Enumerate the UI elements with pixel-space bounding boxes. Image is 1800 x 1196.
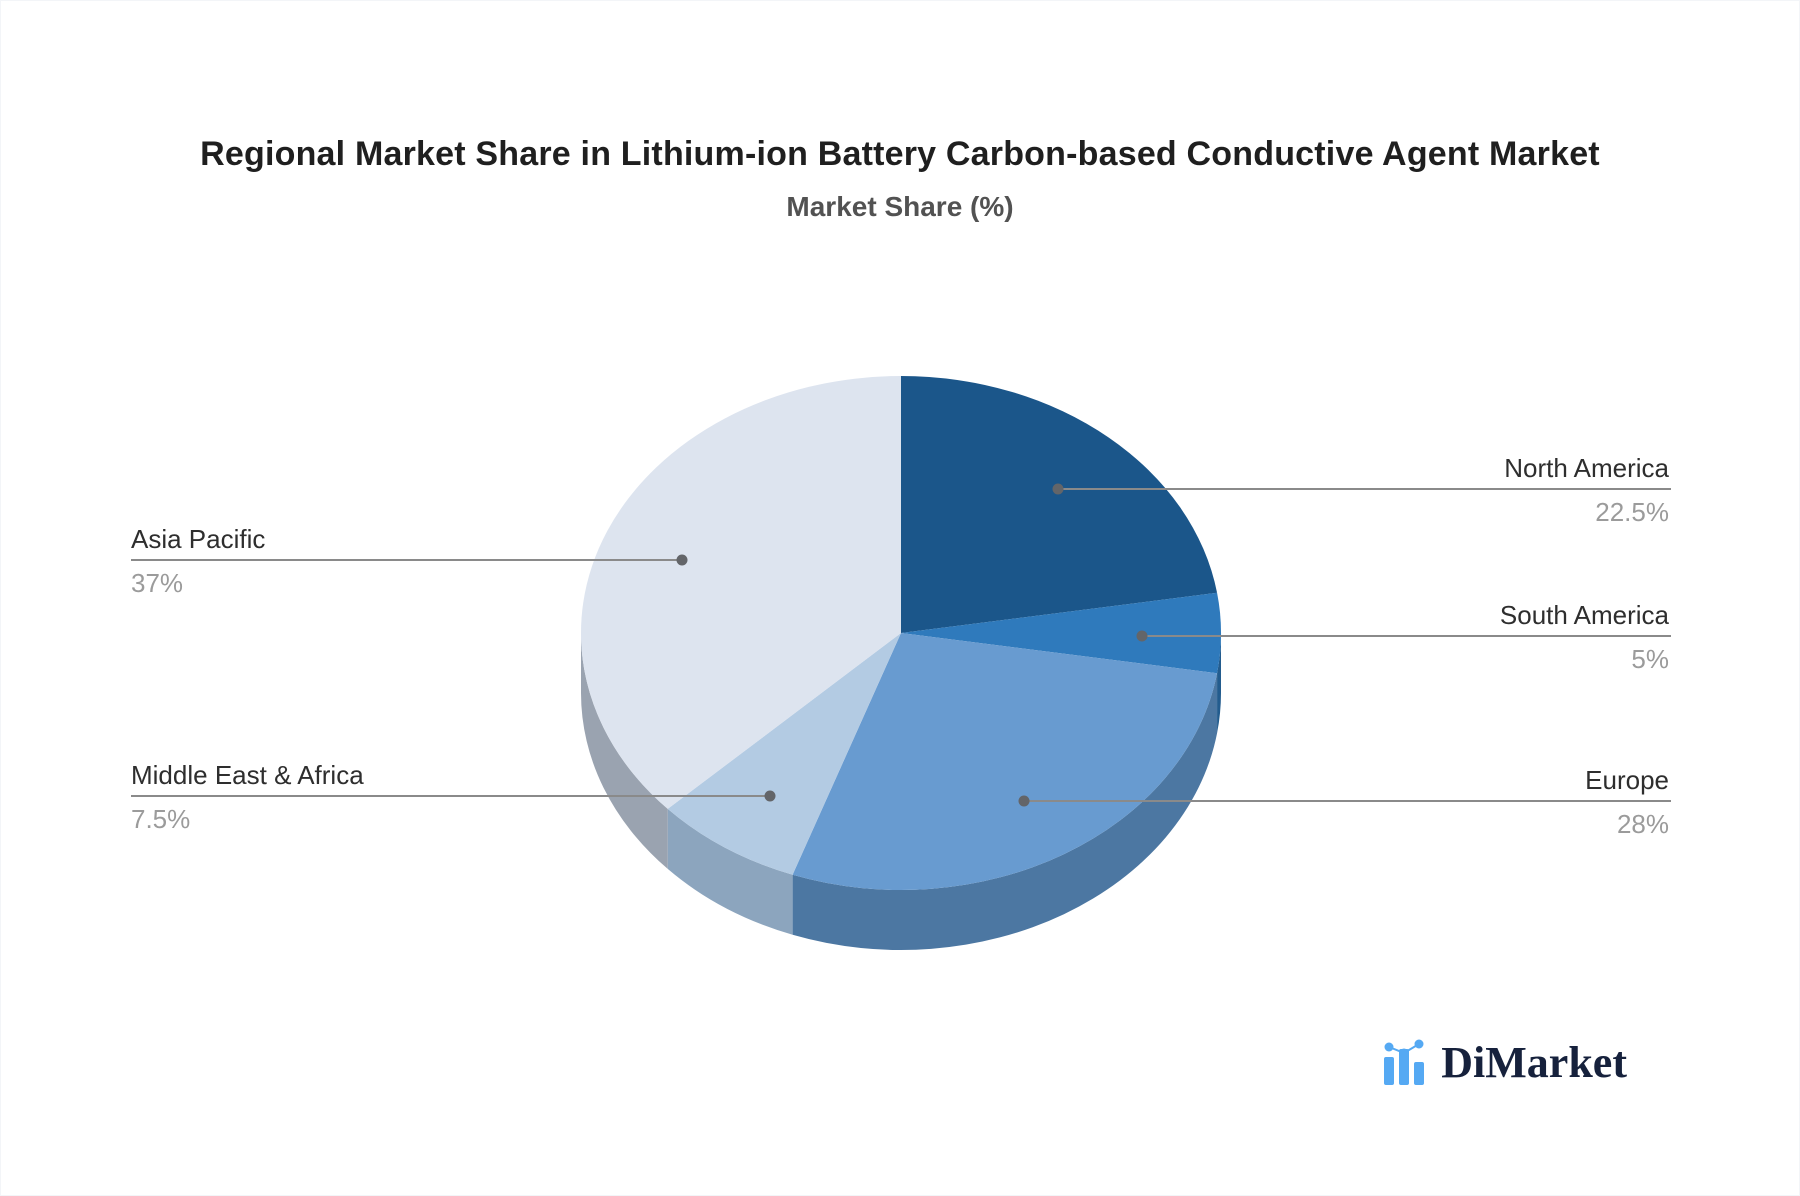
callout-south-america: South America 5% (1500, 600, 1669, 674)
chart-subtitle: Market Share (%) (786, 191, 1014, 222)
callout-north-america: North America 22.5% (1504, 453, 1669, 527)
callout-value: 7.5% (131, 804, 191, 834)
callout-value: 22.5% (1595, 497, 1669, 527)
callout-label: Europe (1585, 765, 1669, 795)
pie-slice-europe[interactable] (792, 633, 1218, 891)
leader-dot-europe (1018, 795, 1030, 807)
leader-dot-middle-east-africa (764, 790, 776, 802)
pie-slice-middle-east-africa[interactable] (667, 633, 901, 875)
brand-logo-text: DiMarket (1441, 1038, 1627, 1087)
callout-europe: Europe 28% (1585, 765, 1669, 839)
brand-logo: DiMarket (1383, 1039, 1627, 1087)
pie-rim-south-america (1217, 633, 1221, 734)
callout-value: 28% (1616, 809, 1669, 839)
callout-value: 5% (1631, 644, 1669, 674)
callout-label: South America (1499, 600, 1669, 630)
pie-rim-europe (792, 673, 1218, 950)
chart-title: Regional Market Share in Lithium-ion Bat… (200, 135, 1600, 173)
leader-dot-north-america (1052, 483, 1064, 495)
bar-line-chart-logo-icon (1384, 1039, 1425, 1085)
callout-middle-east-africa: Middle East & Africa 7.5% (131, 760, 364, 834)
callout-value: 37% (131, 568, 184, 598)
leader-dot-asia-pacific (676, 554, 688, 566)
callout-label: Middle East & Africa (131, 760, 364, 790)
pie-rim-middle-east-africa (667, 808, 793, 935)
pie-slice-asia-pacific[interactable] (581, 376, 901, 809)
leader-dot-south-america (1136, 630, 1148, 642)
callout-label: Asia Pacific (131, 524, 266, 554)
pie-slice-north-america[interactable] (901, 376, 1218, 633)
pie-slice-south-america[interactable] (901, 592, 1222, 674)
pie-rim-asia-pacific (581, 633, 668, 869)
callout-label: North America (1504, 453, 1669, 483)
callout-asia-pacific: Asia Pacific 37% (131, 524, 265, 598)
